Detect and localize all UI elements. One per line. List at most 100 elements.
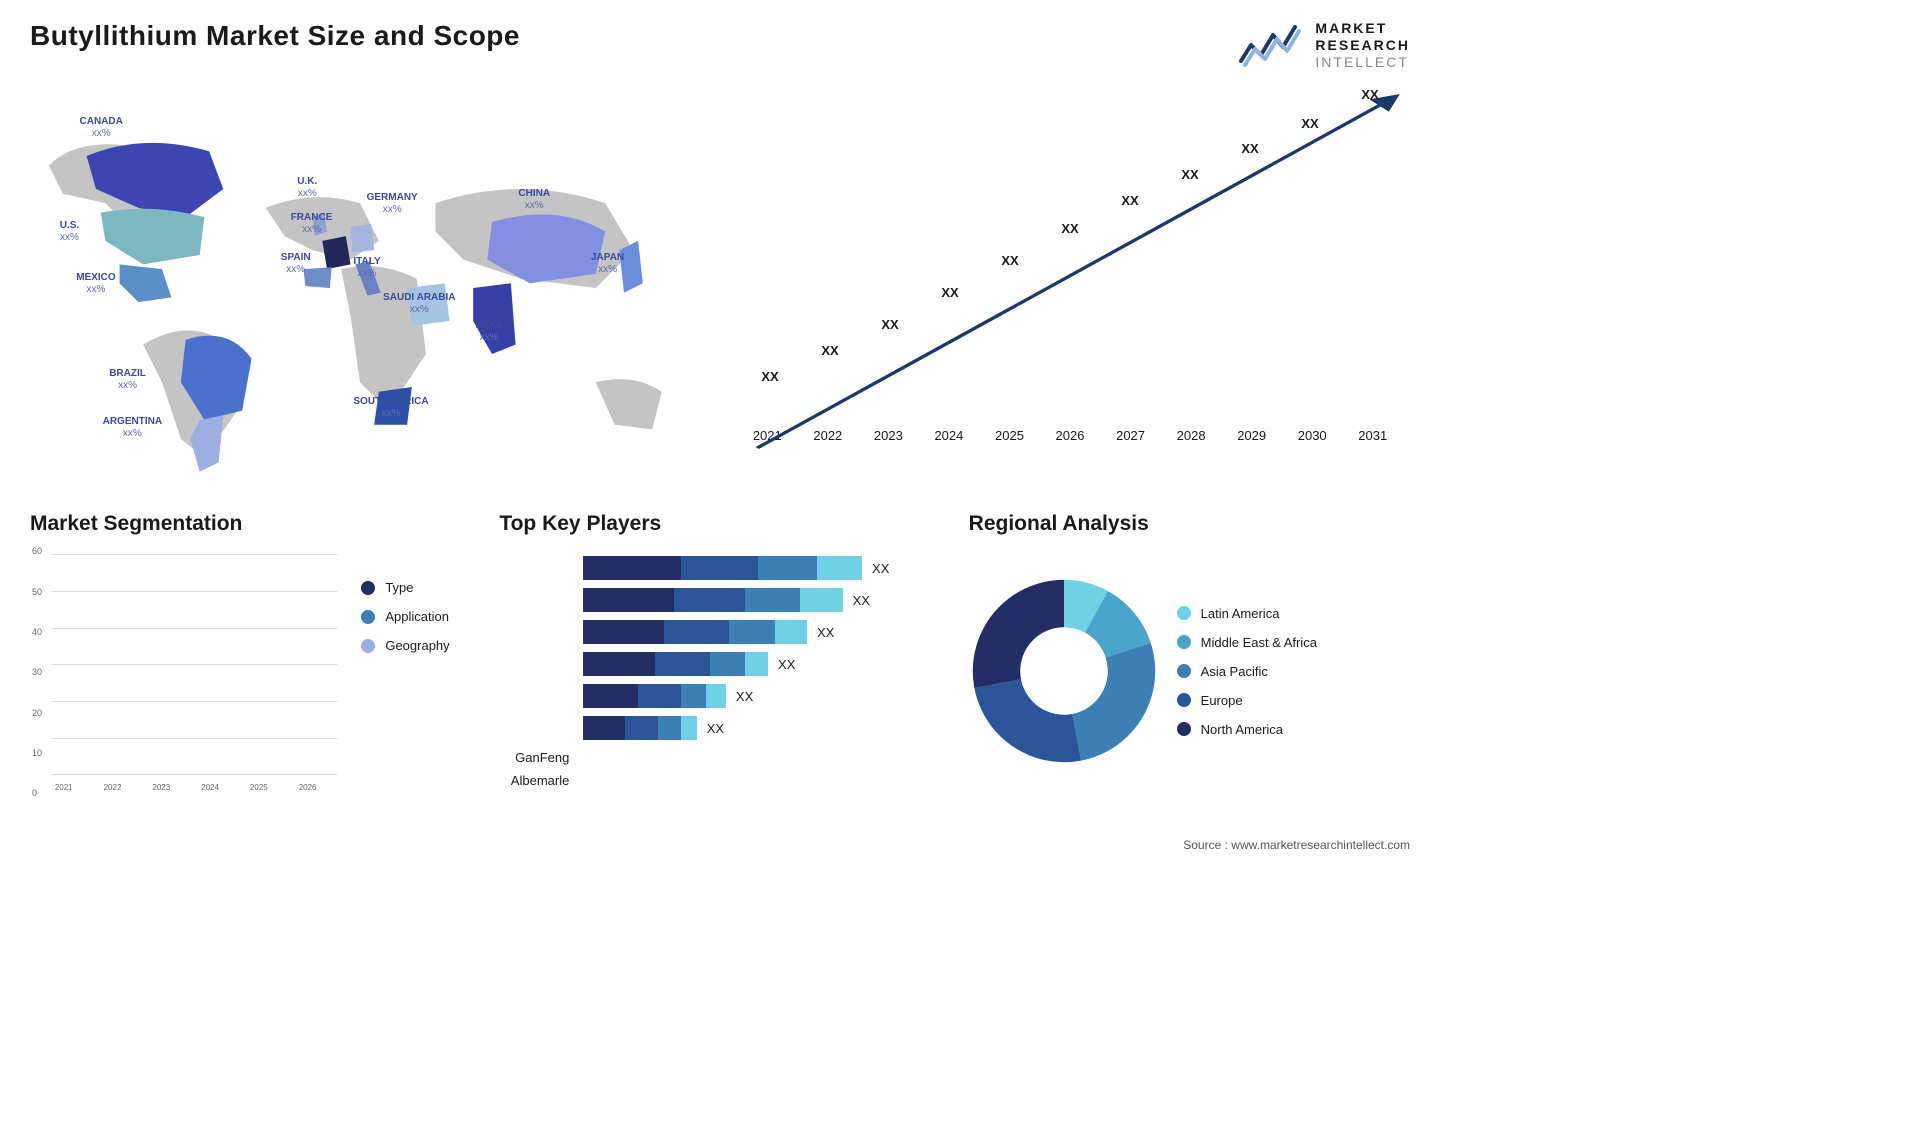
player-bar-row: XX xyxy=(583,588,940,612)
source-text: Source : www.marketresearchintellect.com xyxy=(1183,838,1410,852)
map-label: INDIAxx% xyxy=(476,320,503,343)
segmentation-title: Market Segmentation xyxy=(30,512,471,536)
player-bar-row: XX xyxy=(583,684,940,708)
seg-x-label: 2021 xyxy=(55,783,73,792)
segmentation-panel: Market Segmentation 01020304050602021202… xyxy=(30,512,471,792)
player-name: GanFeng xyxy=(499,750,569,765)
seg-y-tick: 20 xyxy=(32,708,42,718)
legend-swatch-icon xyxy=(1177,693,1191,707)
player-bar-row: XX xyxy=(583,620,940,644)
legend-item: Asia Pacific xyxy=(1177,664,1317,679)
player-name: Albemarle xyxy=(499,773,569,788)
legend-swatch-icon xyxy=(361,581,375,595)
legend-label: Geography xyxy=(385,638,449,653)
player-bar-segment xyxy=(664,620,729,644)
legend-label: Middle East & Africa xyxy=(1201,635,1317,650)
legend-swatch-icon xyxy=(361,639,375,653)
growth-x-label: 2024 xyxy=(922,428,977,443)
legend-label: Latin America xyxy=(1201,606,1280,621)
player-bar-segment xyxy=(758,556,816,580)
donut-slice xyxy=(974,680,1081,763)
growth-x-label: 2027 xyxy=(1103,428,1158,443)
legend-item: North America xyxy=(1177,722,1317,737)
players-name-list: GanFeng Albemarle xyxy=(499,550,569,792)
player-bar-value: XX xyxy=(736,689,753,704)
growth-bar-value: XX xyxy=(1181,167,1198,182)
seg-y-tick: 50 xyxy=(32,587,42,597)
growth-x-label: 2022 xyxy=(801,428,856,443)
player-bar-segment xyxy=(817,556,862,580)
players-hbar-chart: XXXXXXXXXXXX xyxy=(583,550,940,792)
seg-x-label: 2022 xyxy=(104,783,122,792)
seg-x-label: 2026 xyxy=(299,783,317,792)
map-country-mexico xyxy=(120,265,172,303)
legend-item: Middle East & Africa xyxy=(1177,635,1317,650)
player-bar-segment xyxy=(681,684,707,708)
map-label: CHINAxx% xyxy=(518,188,550,211)
growth-bar-chart: XXXXXXXXXXXXXXXXXXXXXX 20212022202320242… xyxy=(730,88,1410,488)
map-label: JAPANxx% xyxy=(591,252,624,275)
regional-legend: Latin America Middle East & Africa Asia Pa… xyxy=(1177,606,1317,737)
legend-swatch-icon xyxy=(1177,606,1191,620)
legend-swatch-icon xyxy=(1177,664,1191,678)
map-country-germany xyxy=(351,224,375,252)
growth-x-label: 2029 xyxy=(1224,428,1279,443)
player-bar-segment xyxy=(706,684,725,708)
regional-title: Regional Analysis xyxy=(969,512,1410,536)
player-bar-segment xyxy=(583,556,680,580)
segmentation-bar-chart: 0102030405060202120222023202420252026 xyxy=(30,550,341,792)
seg-y-tick: 40 xyxy=(32,627,42,637)
legend-swatch-icon xyxy=(361,610,375,624)
donut-slice xyxy=(972,580,1063,688)
players-panel: Top Key Players GanFengAlbemarle XXXXXXX… xyxy=(499,512,940,792)
growth-x-label: 2031 xyxy=(1345,428,1400,443)
legend-label: Type xyxy=(385,580,413,595)
player-bar-segment xyxy=(775,620,807,644)
logo-line1: MARKET xyxy=(1315,20,1410,37)
seg-x-label: 2024 xyxy=(201,783,219,792)
player-bar-segment xyxy=(745,588,800,612)
map-label: U.S.xx% xyxy=(60,220,79,243)
growth-bar-value: XX xyxy=(941,285,958,300)
player-bar-row: XX xyxy=(583,556,940,580)
world-map-chart: CANADAxx%U.S.xx%MEXICOxx%BRAZILxx%ARGENT… xyxy=(30,88,690,488)
growth-bar-value: XX xyxy=(761,369,778,384)
map-country-france xyxy=(322,237,350,270)
growth-x-label: 2026 xyxy=(1043,428,1098,443)
player-bar-segment xyxy=(583,620,664,644)
player-bar-segment xyxy=(583,588,674,612)
growth-bar-value: XX xyxy=(881,317,898,332)
map-country-india xyxy=(473,284,515,355)
player-bar-segment xyxy=(638,684,680,708)
player-bar-segment xyxy=(658,716,681,740)
map-label: MEXICOxx% xyxy=(76,272,115,295)
player-bar-segment xyxy=(745,652,768,676)
brand-logo: MARKET RESEARCH INTELLECT xyxy=(1239,20,1410,70)
player-bar-segment xyxy=(674,588,745,612)
player-bar-segment xyxy=(800,588,842,612)
player-bar-value: XX xyxy=(817,625,834,640)
growth-x-label: 2030 xyxy=(1285,428,1340,443)
legend-swatch-icon xyxy=(1177,635,1191,649)
player-bar-segment xyxy=(625,716,657,740)
player-bar-segment xyxy=(710,652,746,676)
seg-y-tick: 30 xyxy=(32,667,42,677)
segmentation-legend: Type Application Geography xyxy=(361,550,471,792)
seg-x-label: 2023 xyxy=(152,783,170,792)
player-bar-value: XX xyxy=(707,721,724,736)
player-bar-segment xyxy=(583,652,654,676)
map-label: SOUTH AFRICAxx% xyxy=(353,396,428,419)
seg-y-tick: 10 xyxy=(32,748,42,758)
growth-bar-value: XX xyxy=(1001,253,1018,268)
map-label: U.K.xx% xyxy=(297,176,317,199)
map-label: GERMANYxx% xyxy=(367,192,418,215)
legend-item: Type xyxy=(361,580,471,595)
player-bar-segment xyxy=(655,652,710,676)
seg-y-tick: 60 xyxy=(32,546,42,556)
legend-swatch-icon xyxy=(1177,722,1191,736)
legend-label: Europe xyxy=(1201,693,1243,708)
legend-label: Application xyxy=(385,609,449,624)
seg-y-tick: 0 xyxy=(32,788,37,798)
growth-x-label: 2025 xyxy=(982,428,1037,443)
growth-x-label: 2023 xyxy=(861,428,916,443)
